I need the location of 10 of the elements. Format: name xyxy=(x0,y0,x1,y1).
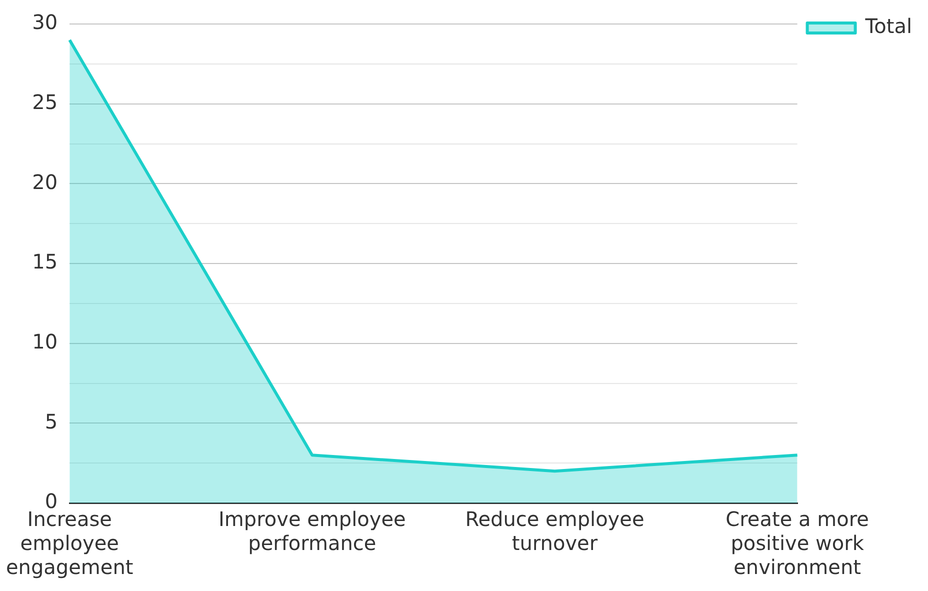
legend-label: Total xyxy=(864,14,912,38)
y-tick-label: 5 xyxy=(44,409,58,434)
y-tick-label: 20 xyxy=(32,170,58,194)
y-tick-label: 10 xyxy=(32,330,58,354)
y-tick-label: 15 xyxy=(32,250,58,274)
x-tick-label: Create a more positive work environment xyxy=(726,507,869,580)
y-tick-label: 25 xyxy=(32,90,58,114)
x-tick-label: Reduce employee turnover xyxy=(465,507,644,556)
x-tick-label: Improve employee performance xyxy=(218,507,406,556)
y-tick-label: 30 xyxy=(32,10,58,34)
